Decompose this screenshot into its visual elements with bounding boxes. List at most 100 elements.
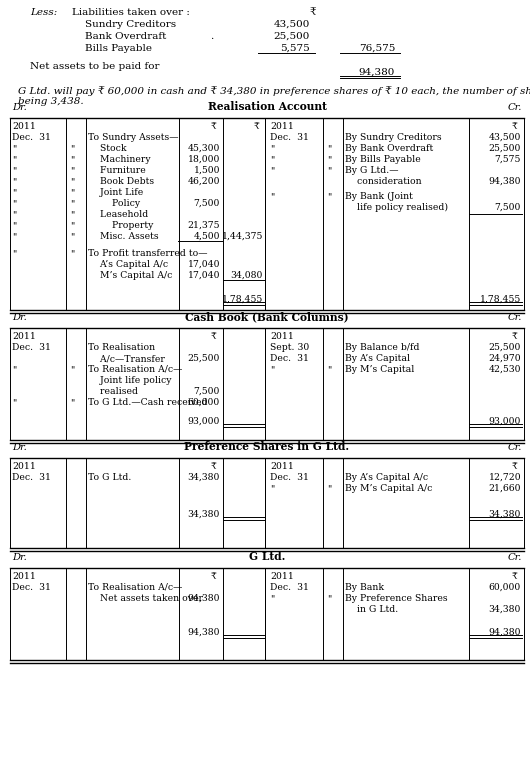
Text: 34,380: 34,380: [188, 473, 220, 482]
Text: By Sundry Creditors: By Sundry Creditors: [345, 133, 441, 142]
Text: G Ltd. will pay ₹ 60,000 in cash and ₹ 34,380 in preference shares of ₹ 10 each,: G Ltd. will pay ₹ 60,000 in cash and ₹ 3…: [18, 86, 530, 96]
Text: 76,575: 76,575: [359, 44, 395, 53]
Text: ₹: ₹: [511, 122, 517, 131]
Text: 42,530: 42,530: [489, 365, 521, 374]
Text: By A’s Capital: By A’s Capital: [345, 354, 410, 363]
Text: ": ": [70, 155, 74, 164]
Text: 94,380: 94,380: [188, 628, 220, 637]
Text: ": ": [12, 210, 16, 219]
Text: Sept. 30: Sept. 30: [270, 343, 309, 352]
Text: 1,78,455: 1,78,455: [222, 295, 263, 304]
Text: ": ": [12, 177, 16, 186]
Text: ₹: ₹: [210, 462, 216, 471]
Text: To Realisation A/c—: To Realisation A/c—: [88, 583, 182, 592]
Text: 25,500: 25,500: [489, 144, 521, 153]
Text: 2011: 2011: [12, 122, 36, 131]
Text: 94,380: 94,380: [489, 177, 521, 186]
Text: ": ": [12, 166, 16, 175]
Text: ₹: ₹: [511, 332, 517, 341]
Text: Dec.  31: Dec. 31: [12, 473, 51, 482]
Text: ₹: ₹: [210, 572, 216, 581]
Text: 7,500: 7,500: [193, 199, 220, 208]
Text: ": ": [270, 166, 274, 175]
Text: Dec.  31: Dec. 31: [270, 133, 309, 142]
Text: Dec.  31: Dec. 31: [12, 343, 51, 352]
Text: ": ": [70, 144, 74, 153]
Text: By M’s Capital A/c: By M’s Capital A/c: [345, 484, 432, 493]
Text: ": ": [327, 365, 331, 374]
Text: By Preference Shares: By Preference Shares: [345, 594, 448, 603]
Text: 46,200: 46,200: [188, 177, 220, 186]
Text: 4,500: 4,500: [193, 232, 220, 241]
Text: ": ": [70, 199, 74, 208]
Text: 21,375: 21,375: [188, 221, 220, 230]
Text: ₹: ₹: [210, 332, 216, 341]
Text: ": ": [12, 249, 16, 258]
Text: 94,380: 94,380: [359, 68, 395, 77]
Text: in G Ltd.: in G Ltd.: [345, 605, 398, 614]
Text: Net assets taken over: Net assets taken over: [88, 594, 203, 603]
Text: 2011: 2011: [12, 462, 36, 471]
Text: Dr.: Dr.: [12, 553, 26, 562]
Text: ": ": [12, 221, 16, 230]
Text: 2011: 2011: [12, 572, 36, 581]
Text: 25,500: 25,500: [188, 354, 220, 363]
Text: 93,000: 93,000: [489, 417, 521, 426]
Text: ": ": [270, 594, 274, 603]
Text: A/c—Transfer: A/c—Transfer: [88, 354, 165, 363]
Text: Dec.  31: Dec. 31: [12, 583, 51, 592]
Text: Dec.  31: Dec. 31: [270, 583, 309, 592]
Text: Realisation Account: Realisation Account: [208, 101, 326, 112]
Text: By G Ltd.—: By G Ltd.—: [345, 166, 399, 175]
Text: By Bills Payable: By Bills Payable: [345, 155, 421, 164]
Text: 12,720: 12,720: [488, 473, 521, 482]
Text: ": ": [70, 249, 74, 258]
Text: ": ": [270, 144, 274, 153]
Text: 25,500: 25,500: [489, 343, 521, 352]
Text: ": ": [327, 594, 331, 603]
Text: Property: Property: [88, 221, 153, 230]
Text: ": ": [270, 192, 274, 201]
Text: To Sundry Assets—: To Sundry Assets—: [88, 133, 179, 142]
Text: 2011: 2011: [270, 122, 294, 131]
Text: ": ": [12, 155, 16, 164]
Text: ": ": [12, 398, 16, 407]
Text: Joint Life: Joint Life: [88, 188, 143, 197]
Text: ": ": [70, 210, 74, 219]
Text: ": ": [327, 155, 331, 164]
Text: 34,380: 34,380: [188, 510, 220, 519]
Text: 7,575: 7,575: [494, 155, 521, 164]
Text: 94,380: 94,380: [188, 594, 220, 603]
Text: ": ": [70, 188, 74, 197]
Text: ₹: ₹: [310, 8, 316, 17]
Text: life policy realised): life policy realised): [345, 203, 448, 212]
Text: ": ": [12, 232, 16, 241]
Text: ": ": [12, 188, 16, 197]
Text: ": ": [70, 166, 74, 175]
Text: Net assets to be paid for: Net assets to be paid for: [30, 62, 160, 71]
Text: 45,300: 45,300: [188, 144, 220, 153]
Text: By A’s Capital A/c: By A’s Capital A/c: [345, 473, 428, 482]
Text: 25,500: 25,500: [273, 32, 310, 41]
Text: ₹: ₹: [511, 462, 517, 471]
Text: 43,500: 43,500: [273, 20, 310, 29]
Text: ": ": [70, 221, 74, 230]
Text: 2011: 2011: [12, 332, 36, 341]
Text: 60,000: 60,000: [489, 583, 521, 592]
Text: ": ": [70, 232, 74, 241]
Text: 34,080: 34,080: [231, 271, 263, 280]
Text: 1,500: 1,500: [193, 166, 220, 175]
Text: Furniture: Furniture: [88, 166, 146, 175]
Text: Liabilities taken over :: Liabilities taken over :: [72, 8, 190, 17]
Text: being 3,438.: being 3,438.: [18, 97, 84, 106]
Text: 60,000: 60,000: [188, 398, 220, 407]
Text: To Realisation A/c—: To Realisation A/c—: [88, 365, 182, 374]
Text: Machinery: Machinery: [88, 155, 151, 164]
Text: 1,78,455: 1,78,455: [480, 295, 521, 304]
Text: Cr.: Cr.: [508, 103, 522, 112]
Text: ": ": [327, 192, 331, 201]
Text: ": ": [12, 199, 16, 208]
Text: By Bank Overdraft: By Bank Overdraft: [345, 144, 433, 153]
Text: Dec.  31: Dec. 31: [270, 354, 309, 363]
Text: Stock: Stock: [88, 144, 127, 153]
